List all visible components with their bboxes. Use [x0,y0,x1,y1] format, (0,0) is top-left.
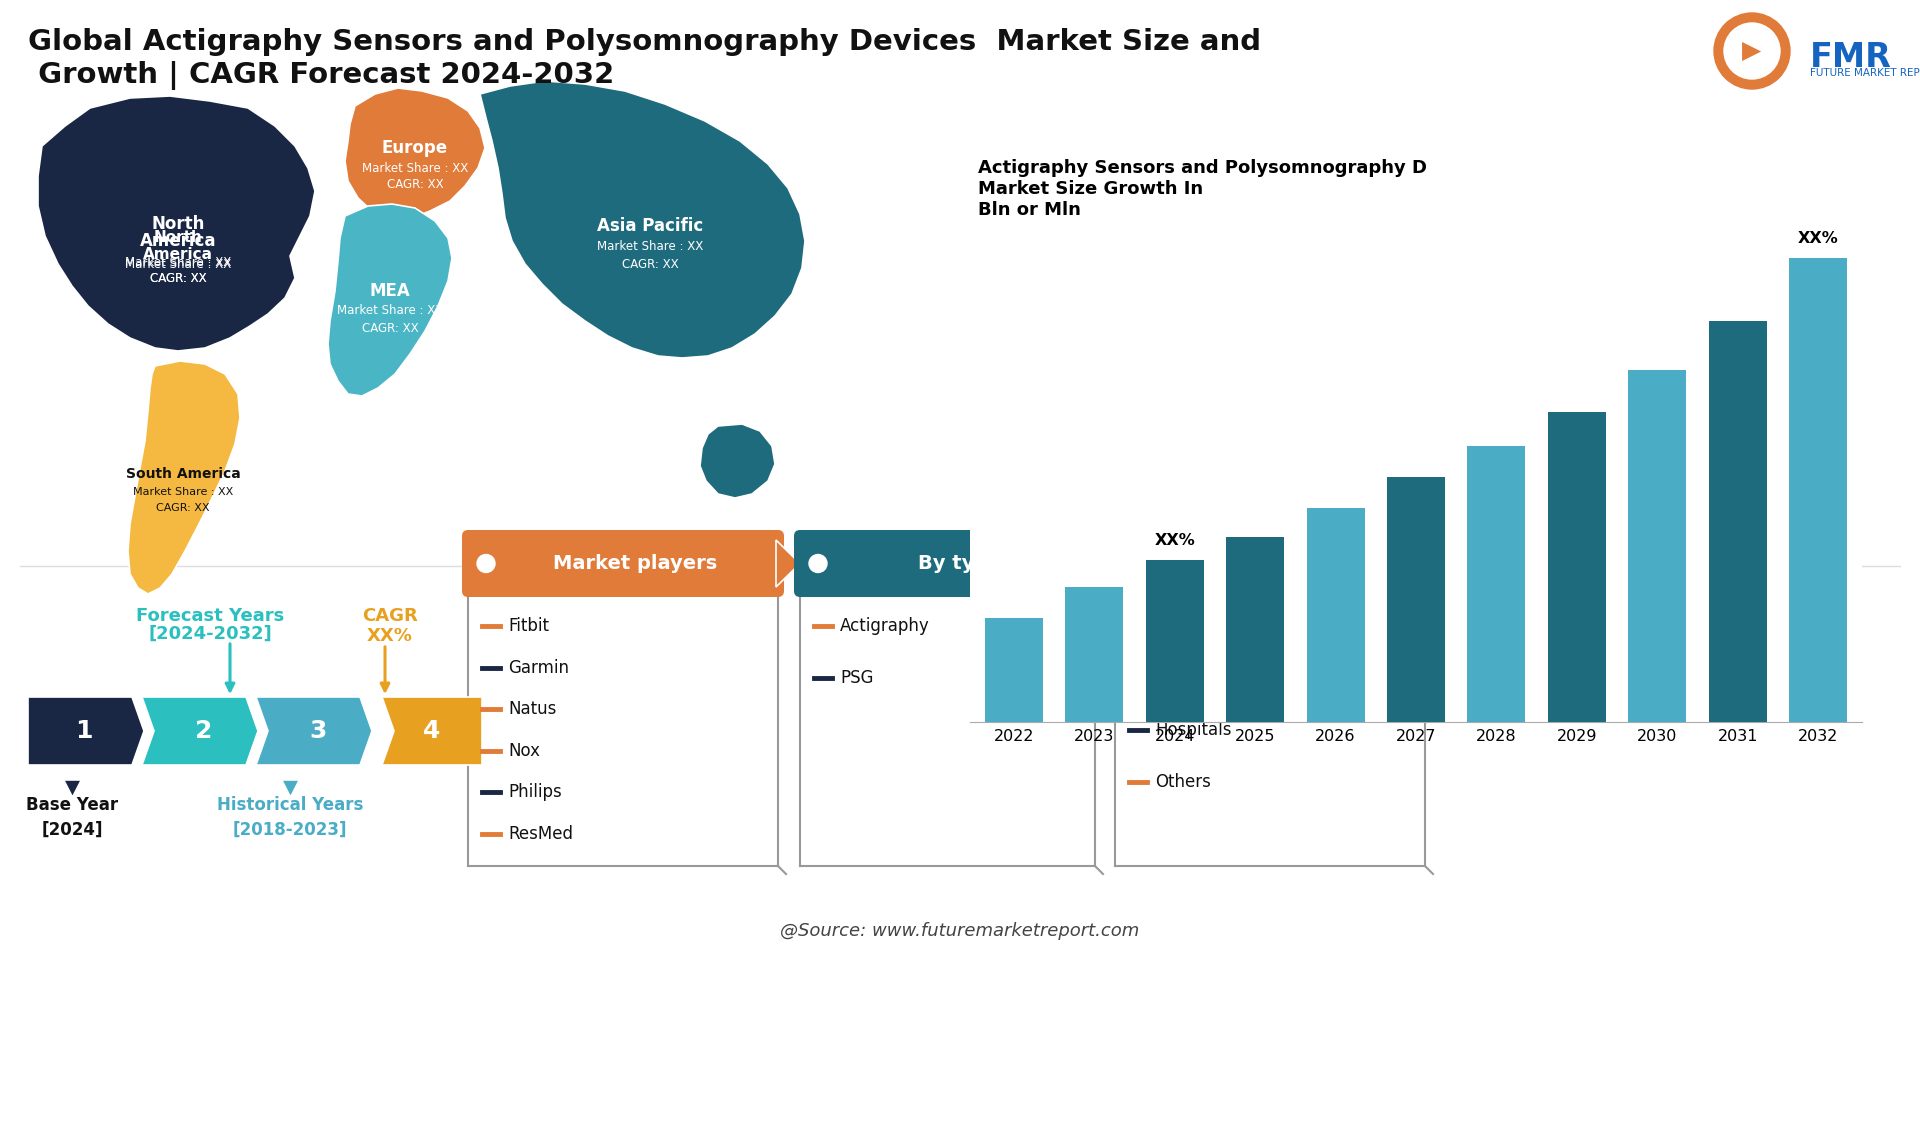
Bar [1709,321,1766,722]
Text: Growth | CAGR Forecast 2024-2032: Growth | CAGR Forecast 2024-2032 [29,61,614,91]
FancyBboxPatch shape [463,529,783,597]
FancyBboxPatch shape [795,529,1100,597]
Text: CAGR: XX: CAGR: XX [622,258,678,270]
Text: ▼: ▼ [282,778,298,796]
Bar [985,618,1043,722]
Polygon shape [29,697,144,766]
Text: Diagnostic: Diagnostic [1156,617,1242,635]
Text: CAGR: XX: CAGR: XX [386,178,444,190]
Text: ▼: ▼ [65,778,79,796]
Text: 4: 4 [422,719,442,743]
Bar [1386,477,1446,722]
Polygon shape [776,540,801,587]
Text: CAGR: XX: CAGR: XX [156,503,209,513]
Circle shape [808,555,828,573]
Circle shape [1123,555,1142,573]
Polygon shape [142,697,257,766]
Text: Market Share : XX: Market Share : XX [336,305,444,317]
Circle shape [1715,13,1789,89]
Text: North: North [152,215,205,233]
Text: CAGR: XX: CAGR: XX [150,273,205,285]
Text: XX%: XX% [1154,533,1194,548]
Polygon shape [38,96,315,351]
Bar [1227,536,1284,722]
Bar [1789,258,1847,722]
Text: Natus: Natus [509,700,557,719]
Text: Market Share : XX: Market Share : XX [361,162,468,174]
Bar [1548,411,1605,722]
Text: Historical Years: Historical Years [217,796,363,814]
Text: XX%: XX% [367,627,413,645]
Text: CAGR: CAGR [363,607,419,625]
Text: 3: 3 [309,719,326,743]
Text: 1: 1 [75,719,92,743]
Text: @Source: www.futuremarketreport.com: @Source: www.futuremarketreport.com [780,923,1140,940]
Polygon shape [480,81,804,358]
Text: ▶: ▶ [1741,39,1763,63]
Text: Actigraphy Sensors and Polysomnography D
Market Size Growth In
Bln or Mln: Actigraphy Sensors and Polysomnography D… [977,159,1427,219]
Text: 2: 2 [196,719,213,743]
Polygon shape [255,697,372,766]
Bar [1467,446,1524,722]
Text: MEA: MEA [371,282,411,300]
Text: Hospitals: Hospitals [1156,721,1231,739]
Text: Base Year: Base Year [27,796,117,814]
Polygon shape [129,361,240,594]
Text: Philips: Philips [509,783,563,801]
Text: Forecast Years: Forecast Years [136,607,284,625]
Bar [1146,560,1204,722]
Text: North
America: North America [142,230,213,262]
Text: Market Share : XX: Market Share : XX [125,256,230,268]
Text: Europe: Europe [382,139,447,157]
Text: Market Share : XX: Market Share : XX [125,258,230,270]
Text: PSG: PSG [841,669,874,686]
Polygon shape [328,204,451,397]
FancyBboxPatch shape [1110,529,1430,597]
Text: Homecare: Homecare [1156,669,1240,686]
Text: Asia Pacific: Asia Pacific [597,217,703,235]
Text: XX%: XX% [1797,230,1839,246]
Bar [1628,370,1686,722]
Text: By type: By type [918,554,1002,573]
Text: CAGR: XX: CAGR: XX [361,322,419,335]
Text: Market Share : XX: Market Share : XX [132,487,232,497]
Text: Others: Others [1156,774,1212,791]
Text: ResMed: ResMed [509,825,572,842]
Circle shape [1724,23,1780,79]
Text: America: America [140,231,217,250]
Polygon shape [701,424,776,499]
Text: South America: South America [125,468,240,481]
Bar [1066,587,1123,722]
Text: FMR: FMR [1811,41,1891,74]
Text: [2024-2032]: [2024-2032] [148,625,273,643]
Circle shape [476,555,495,573]
Text: Garmin: Garmin [509,659,568,676]
Text: Global Actigraphy Sensors and Polysomnography Devices  Market Size and: Global Actigraphy Sensors and Polysomnog… [29,28,1261,56]
Text: Actigraphy: Actigraphy [841,617,929,635]
Polygon shape [346,88,486,218]
Polygon shape [1423,540,1448,587]
Text: Nox: Nox [509,741,540,760]
Text: Market players: Market players [553,554,718,573]
Bar [1308,509,1365,722]
Text: Fitbit: Fitbit [509,617,549,635]
Text: CAGR: XX: CAGR: XX [150,272,205,284]
Text: [2024]: [2024] [40,821,104,839]
Text: [2018-2023]: [2018-2023] [232,821,348,839]
Text: By application: By application [1204,554,1359,573]
Polygon shape [1092,540,1117,587]
Text: FUTURE MARKET REPORT: FUTURE MARKET REPORT [1811,68,1920,78]
Text: Market Share : XX: Market Share : XX [597,240,703,252]
Polygon shape [382,697,482,766]
